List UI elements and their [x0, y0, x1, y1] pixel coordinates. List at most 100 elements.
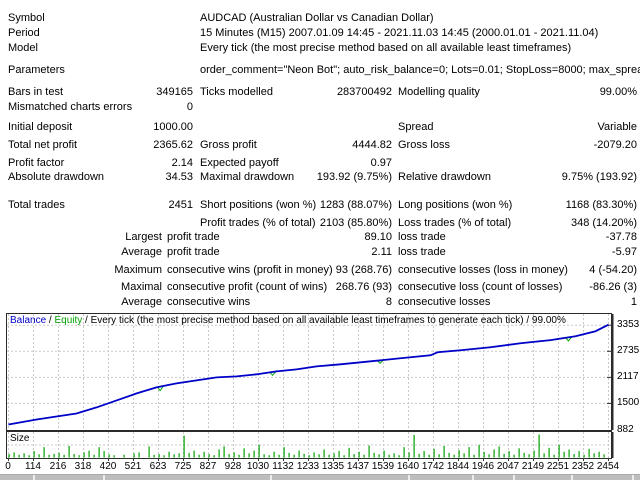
strip-divider — [513, 475, 515, 480]
report-cell: 89.10 — [364, 231, 392, 243]
size-bar — [148, 446, 150, 458]
size-bar — [78, 455, 80, 458]
report-cell: Average — [121, 296, 162, 308]
size-bar — [533, 450, 535, 458]
chart-legend: Balance / Equity / Every tick (the most … — [10, 315, 566, 326]
size-bar — [283, 447, 285, 458]
report-cell: 2.11 — [371, 246, 392, 258]
size-bar — [523, 452, 525, 458]
x-axis-tick — [283, 458, 284, 461]
report-row: Period 15 Minutes (M15) 2007.01.09 14:45 … — [0, 27, 640, 41]
report-cell: Symbol — [8, 12, 45, 24]
x-axis-label: 216 — [49, 461, 67, 472]
size-bar — [188, 452, 190, 458]
report-cell: Largest — [125, 231, 162, 243]
report-cell: consecutive wins (profit in money) — [167, 264, 333, 276]
report-cell: Variable — [597, 121, 637, 133]
size-bar — [248, 453, 250, 458]
size-bar — [293, 454, 295, 458]
size-bar — [353, 454, 355, 458]
size-bar — [338, 451, 340, 458]
size-bar — [598, 451, 600, 458]
size-bar — [273, 451, 275, 458]
x-axis-tick — [183, 458, 184, 461]
size-bar — [28, 455, 30, 458]
size-bar — [583, 454, 585, 458]
x-axis-label: 2047 — [496, 461, 520, 472]
report-cell: Every tick (the most precise method base… — [200, 42, 572, 54]
y-axis-label: 3353 — [617, 319, 640, 331]
report-cell: 93 (268.76) — [335, 264, 392, 276]
size-bar — [173, 454, 175, 458]
strip-divider — [408, 475, 410, 480]
size-bar — [18, 454, 20, 458]
size-bar — [588, 448, 590, 458]
report-cell: 2365.62 — [153, 139, 193, 151]
report-cell: -86.26 (3) — [589, 281, 637, 293]
size-bar — [603, 454, 605, 458]
x-axis-label: 928 — [224, 461, 242, 472]
x-axis-label: 623 — [149, 461, 167, 472]
size-bar — [488, 454, 490, 458]
size-bar — [483, 451, 485, 458]
report-row: Maximum consecutive wins (profit in money… — [0, 264, 640, 278]
size-bar — [323, 449, 325, 458]
size-bar — [53, 453, 55, 458]
size-bar — [288, 452, 290, 458]
x-axis-label: 521 — [124, 461, 142, 472]
size-bar — [48, 454, 50, 458]
report-cell: Expected payoff — [200, 157, 279, 169]
report-cell: 0.97 — [370, 157, 392, 169]
size-bar — [438, 454, 440, 458]
x-axis-label: 0 — [5, 461, 11, 472]
size-bar — [343, 455, 345, 458]
x-axis-label: 1030 — [246, 461, 270, 472]
size-bar — [183, 435, 185, 458]
size-bar — [528, 454, 530, 458]
size-bar — [373, 452, 375, 458]
size-bar — [553, 454, 555, 458]
report-cell: order_comment="Neon Bot"; auto_risk_bala… — [200, 64, 640, 76]
report-cell: consecutive losses — [398, 296, 491, 308]
report-cell: Average — [121, 246, 162, 258]
size-bar — [178, 453, 180, 458]
x-axis-tick — [58, 458, 59, 461]
report-cell: Absolute drawdown — [8, 171, 105, 183]
x-axis-label: 1946 — [471, 461, 495, 472]
x-axis-tick — [458, 458, 459, 461]
x-axis-tick — [158, 458, 159, 461]
report-cell: Gross profit — [200, 139, 257, 151]
report-cell: -2079.20 — [593, 139, 637, 151]
x-axis-tick — [258, 458, 259, 461]
report-cell: Ticks modelled — [200, 86, 273, 98]
report-row: Total net profit 2365.62 Gross profit 4444.… — [0, 139, 640, 153]
report-row: Average profit trade 2.11 loss trade -5.97 — [0, 246, 640, 260]
x-axis-label: 2251 — [546, 461, 570, 472]
size-bar — [548, 447, 550, 458]
size-bar — [263, 454, 265, 458]
size-bar — [213, 455, 215, 458]
report-row: Symbol AUDCAD (Australian Dollar vs Canad… — [0, 12, 640, 26]
y-axis-label: 882 — [617, 423, 634, 435]
x-axis-label: 114 — [25, 461, 41, 472]
size-bar — [348, 447, 350, 458]
y-axis-label: 2117 — [617, 371, 639, 383]
size-bar — [448, 452, 450, 458]
report-row: Largest profit trade 89.10 loss trade -37.78 — [0, 231, 640, 245]
size-bar — [158, 454, 160, 458]
size-bar — [218, 449, 220, 458]
report-cell: 268.76 (93) — [335, 281, 392, 293]
x-axis-label: 420 — [99, 461, 117, 472]
size-bar — [573, 454, 575, 458]
size-bar — [383, 450, 385, 458]
legend-segment: / — [46, 315, 55, 326]
report-row: Profit factor 2.14 Expected payoff 0.97 — [0, 157, 640, 171]
report-cell: Loss trades (% of total) — [398, 217, 512, 229]
x-axis-tick — [508, 458, 509, 461]
size-bar — [93, 454, 95, 458]
size-bar — [463, 453, 465, 458]
size-bar — [233, 452, 235, 458]
size-bar — [298, 450, 300, 458]
report-row: Parameters order_comment="Neon Bot"; auto… — [0, 64, 640, 78]
x-axis-tick — [608, 458, 609, 461]
